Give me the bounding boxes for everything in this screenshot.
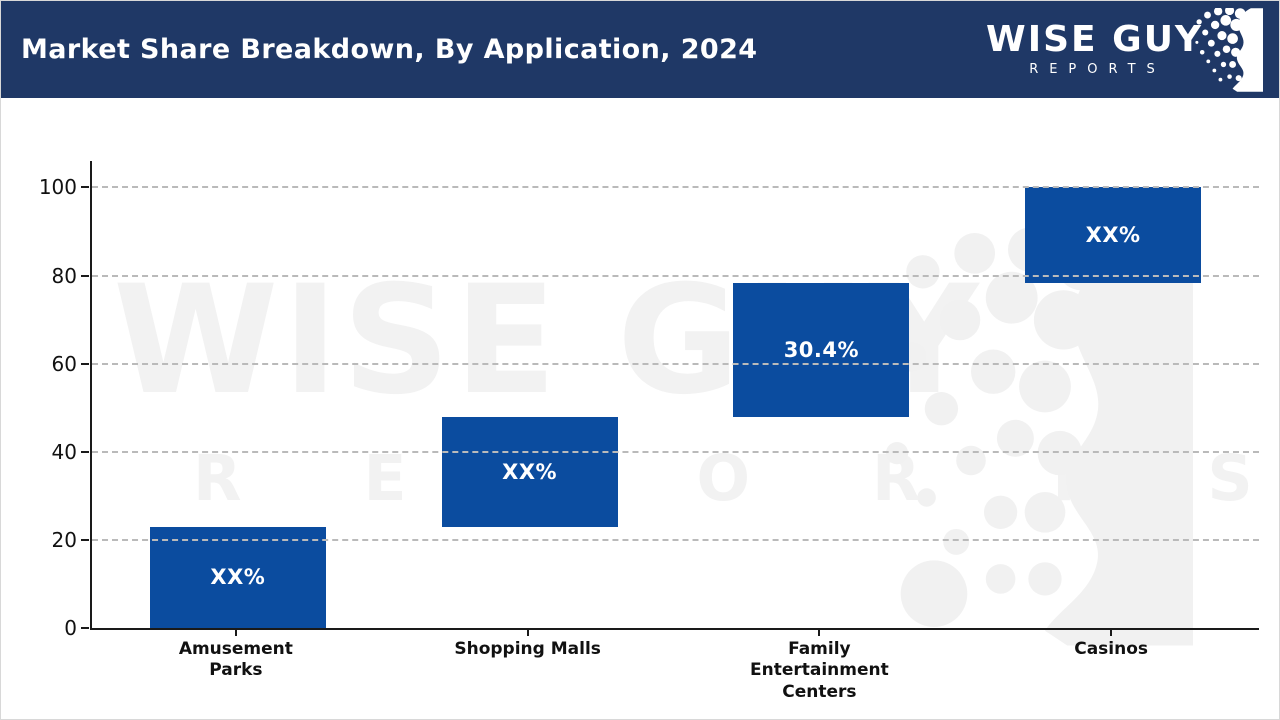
x-axis-label-1: Amusement Parks bbox=[178, 639, 293, 681]
gridline-y40 bbox=[92, 450, 1259, 453]
y-tick bbox=[81, 627, 89, 629]
x-tick bbox=[526, 628, 529, 636]
x-tick bbox=[818, 628, 821, 636]
logo-text: WISE GUY REPORTS bbox=[985, 19, 1203, 78]
y-axis-label-100: 100 bbox=[38, 175, 77, 200]
y-tick bbox=[81, 450, 89, 453]
x-axis-label-4: Casinos bbox=[1074, 639, 1149, 659]
bar-shopping-malls: XX% bbox=[441, 416, 618, 527]
gridline-y60 bbox=[92, 362, 1259, 365]
y-tick bbox=[81, 186, 89, 189]
y-tick bbox=[81, 274, 89, 277]
y-tick bbox=[81, 538, 89, 541]
y-axis-label-40: 40 bbox=[51, 439, 77, 464]
logo-face-icon bbox=[1191, 7, 1263, 92]
bar-value-label: XX% bbox=[210, 565, 266, 590]
bar-value-label: 30.4% bbox=[783, 337, 860, 362]
bar-value-label: XX% bbox=[502, 459, 558, 484]
bar-amusement-parks: XX% bbox=[149, 526, 326, 628]
logo-wordmark: WISE GUY bbox=[985, 19, 1203, 60]
chart-area: WISE GUY R E P O R T S XX% XX% 30.4% XX% Am… bbox=[1, 98, 1279, 719]
y-tick bbox=[81, 362, 89, 365]
gridline-y20 bbox=[92, 538, 1259, 541]
logo-subtext: REPORTS bbox=[1029, 62, 1166, 77]
wise-guy-logo: WISE GUY REPORTS bbox=[985, 7, 1263, 92]
plot-area: XX% XX% 30.4% XX% bbox=[90, 161, 1259, 630]
y-axis-label-20: 20 bbox=[51, 527, 77, 552]
bar-casinos: XX% bbox=[1025, 187, 1202, 283]
y-axis-label-80: 80 bbox=[51, 263, 77, 288]
x-axis-label-3: Family Entertainment Centers bbox=[749, 639, 889, 702]
gridline-y80 bbox=[92, 274, 1259, 277]
x-axis-label-2: Shopping Malls bbox=[454, 639, 601, 659]
header: Market Share Breakdown, By Application, … bbox=[1, 1, 1279, 98]
x-tick bbox=[1110, 628, 1113, 636]
chart-title: Market Share Breakdown, By Application, … bbox=[21, 34, 758, 65]
y-axis-label-0: 0 bbox=[64, 616, 77, 640]
y-axis-label-60: 60 bbox=[51, 351, 77, 376]
bar-value-label: XX% bbox=[1085, 223, 1141, 248]
gridline-y100 bbox=[92, 186, 1259, 189]
bar-family-entertainment-centers: 30.4% bbox=[733, 282, 910, 417]
x-tick bbox=[234, 628, 237, 636]
